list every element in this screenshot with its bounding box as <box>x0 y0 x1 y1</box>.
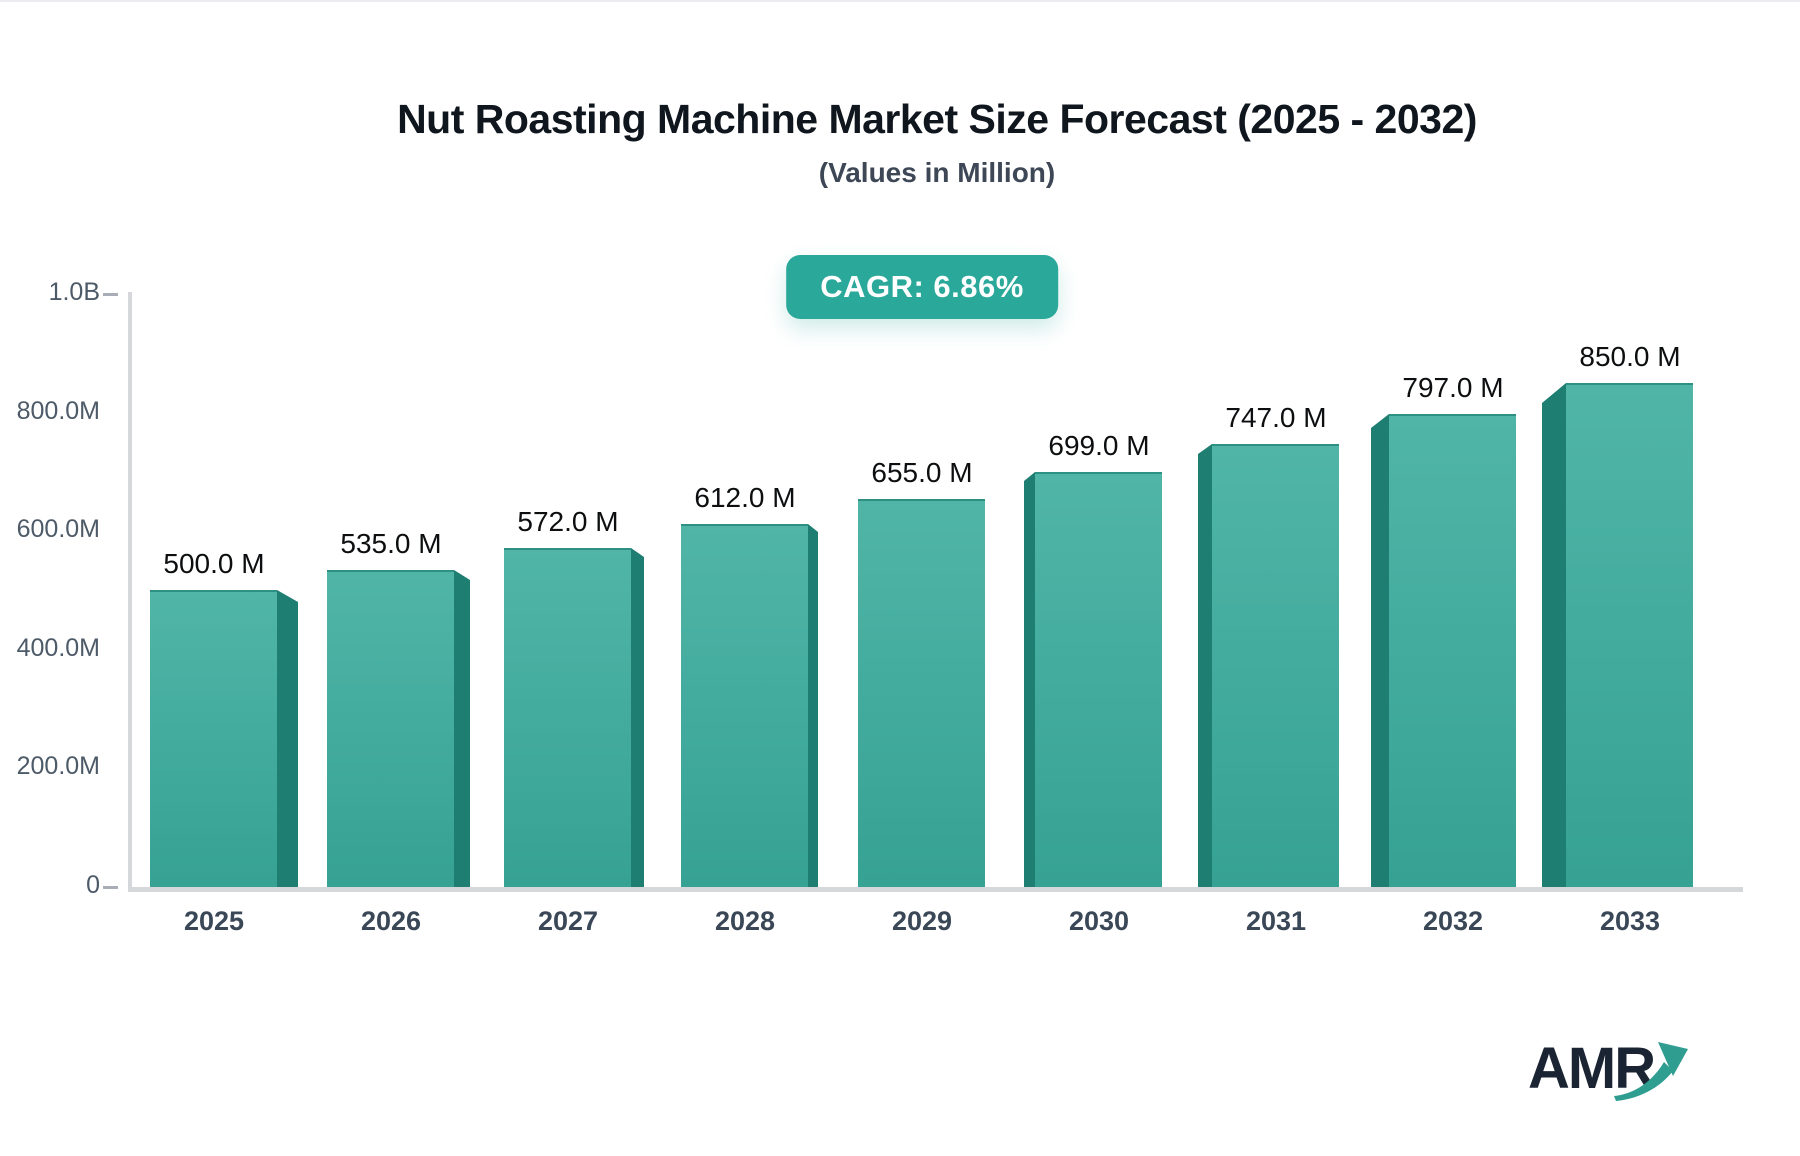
x-axis-category-label: 2033 <box>1599 906 1661 936</box>
y-axis-tick-label: 1.0B <box>48 278 100 306</box>
bar-3d-side <box>631 548 644 887</box>
bar-value-label: 612.0 M <box>694 482 796 513</box>
y-axis-tick-label: 0 <box>86 871 100 899</box>
bar-value-label: 747.0 M <box>1225 402 1327 433</box>
bar[interactable] <box>858 499 985 887</box>
x-axis-line <box>128 887 1743 892</box>
y-axis-tick-dash <box>103 886 118 889</box>
amr-logo-graphic: AMR <box>1528 1036 1688 1101</box>
y-axis-tick-label: 200.0M <box>16 752 100 781</box>
bar[interactable] <box>327 570 454 887</box>
amr-logo-arrow-tail <box>1614 1062 1673 1101</box>
y-axis-tick-label: 600.0M <box>16 515 100 544</box>
x-axis-category-label: 2028 <box>714 906 776 936</box>
bar-value-label: 655.0 M <box>871 457 973 488</box>
bar-3d-side <box>1542 383 1566 887</box>
bar[interactable] <box>504 548 631 887</box>
bar[interactable] <box>1212 444 1339 887</box>
bar[interactable] <box>150 590 277 887</box>
amr-logo: AMR <box>1528 1028 1738 1117</box>
bar-3d-side <box>277 590 298 887</box>
bar-3d-side <box>454 570 470 887</box>
bar[interactable] <box>681 524 808 887</box>
y-axis-tick-dash <box>103 293 118 296</box>
y-axis-tick-label: 400.0M <box>16 633 100 662</box>
chart-title: Nut Roasting Machine Market Size Forecas… <box>397 96 1477 142</box>
bar-value-label: 699.0 M <box>1048 430 1150 461</box>
bar-value-label: 797.0 M <box>1402 372 1504 403</box>
amr-logo-arrow-head-icon <box>1658 1042 1688 1076</box>
bar-value-label: 572.0 M <box>517 506 619 537</box>
bar-3d-side <box>1024 472 1035 887</box>
x-axis-category-label: 2030 <box>1068 906 1130 936</box>
bar-3d-side <box>808 524 818 887</box>
bar[interactable] <box>1566 383 1693 887</box>
x-axis-category-label: 2025 <box>183 906 245 936</box>
chart-header: Nut Roasting Machine Market Size Forecas… <box>37 2 1800 189</box>
bar[interactable] <box>1035 472 1162 887</box>
bar-value-label: 850.0 M <box>1579 341 1681 372</box>
bar-3d-side <box>1198 444 1212 887</box>
chart-subtitle: (Values in Million) <box>818 157 1056 188</box>
bar[interactable] <box>1389 414 1516 887</box>
x-axis-category-label: 2032 <box>1422 906 1484 936</box>
x-axis-category-label: 2029 <box>891 906 953 936</box>
y-axis-tick-label: 800.0M <box>16 396 100 425</box>
bar-value-label: 500.0 M <box>163 548 265 579</box>
x-axis-category-label: 2031 <box>1245 906 1307 936</box>
y-axis-line <box>128 292 132 892</box>
bar-3d-side <box>1371 414 1389 887</box>
x-axis-category-label: 2026 <box>360 906 422 936</box>
bar-value-label: 535.0 M <box>340 528 442 559</box>
cagr-badge: CAGR: 6.86% <box>786 255 1058 319</box>
x-axis-category-label: 2027 <box>537 906 599 936</box>
